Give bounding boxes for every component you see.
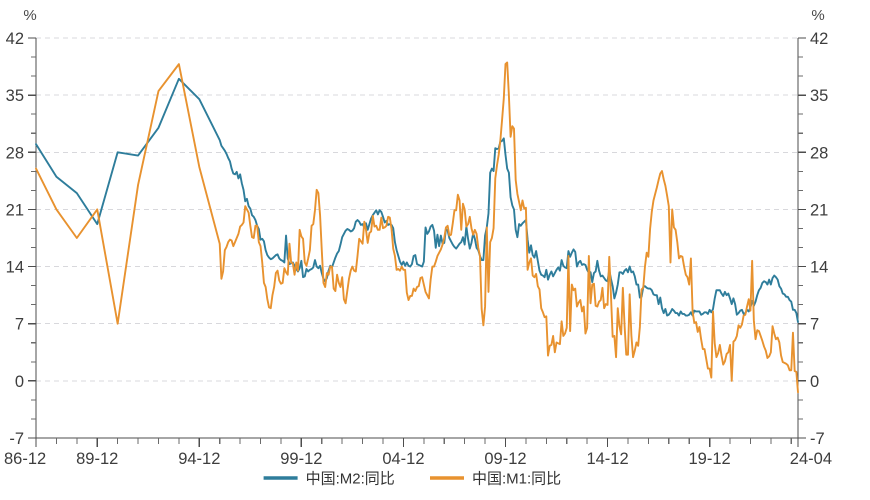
x-axis-tick-label: 14-12 bbox=[586, 450, 628, 468]
y-axis-right-tick-label: 14 bbox=[810, 259, 828, 277]
legend-item[interactable]: 中国:M1:同比 bbox=[430, 471, 561, 488]
y-axis-right-tick-label: -7 bbox=[810, 430, 825, 448]
axis-lines bbox=[35, 38, 799, 439]
x-axis-tick-label: 09-12 bbox=[484, 450, 526, 468]
gridlines bbox=[36, 37, 798, 439]
y-axis-left-tick-label: 7 bbox=[15, 316, 24, 334]
y-axis-left-unit: % bbox=[23, 7, 36, 24]
legend-label: 中国:M1:同比 bbox=[472, 471, 561, 488]
y-axis-left-tick-label: 28 bbox=[6, 144, 24, 162]
series-line-m2 bbox=[35, 77, 799, 324]
y-axis-right-unit: % bbox=[811, 7, 824, 24]
x-axis-tick-label: 86-12 bbox=[4, 450, 46, 468]
y-axis-right-tick-label: 42 bbox=[810, 30, 828, 48]
y-axis-right-tick-label: 35 bbox=[810, 87, 828, 105]
x-axis-ticks bbox=[35, 438, 799, 447]
series-line-m1 bbox=[35, 61, 799, 394]
y-axis-left-tick-label: 0 bbox=[15, 373, 24, 391]
y-axis-left-tick-label: -7 bbox=[9, 430, 24, 448]
y-axis-left-labels: -7 0 7 14 21 28 35 42 bbox=[6, 30, 24, 448]
legend-label: 中国:M2:同比 bbox=[306, 471, 395, 488]
y-axis-left-ticks bbox=[28, 37, 36, 439]
y-axis-left-tick-label: 35 bbox=[6, 87, 24, 105]
x-axis-tick-label: 19-12 bbox=[689, 450, 731, 468]
x-axis-tick-label: 99-12 bbox=[280, 450, 322, 468]
x-axis-tick-label: 94-12 bbox=[178, 450, 220, 468]
x-axis-tick-label: 24-04 bbox=[790, 450, 832, 468]
x-axis-tick-label: 04-12 bbox=[382, 450, 424, 468]
y-axis-right-tick-label: 28 bbox=[810, 144, 828, 162]
legend-item[interactable]: 中国:M2:同比 bbox=[263, 471, 395, 488]
x-axis-tick-label: 89-12 bbox=[76, 450, 118, 468]
y-axis-left-tick-label: 14 bbox=[6, 259, 24, 277]
data-series bbox=[35, 61, 799, 394]
y-axis-right-tick-label: 0 bbox=[810, 373, 819, 391]
y-axis-right-ticks bbox=[798, 37, 806, 439]
x-axis-labels: 86-12 89-12 94-12 99-12 04-12 09-12 14-12 19-12… bbox=[4, 450, 832, 468]
y-axis-right-labels: -7 0 7 14 21 28 35 42 bbox=[810, 30, 828, 448]
y-axis-right-tick-label: 7 bbox=[810, 316, 819, 334]
y-axis-left-tick-label: 21 bbox=[6, 201, 24, 219]
y-axis-right-tick-label: 21 bbox=[810, 201, 828, 219]
chart-legend: 中国:M2:同比 中国:M1:同比 bbox=[263, 471, 561, 488]
y-axis-left-tick-label: 42 bbox=[6, 30, 24, 48]
